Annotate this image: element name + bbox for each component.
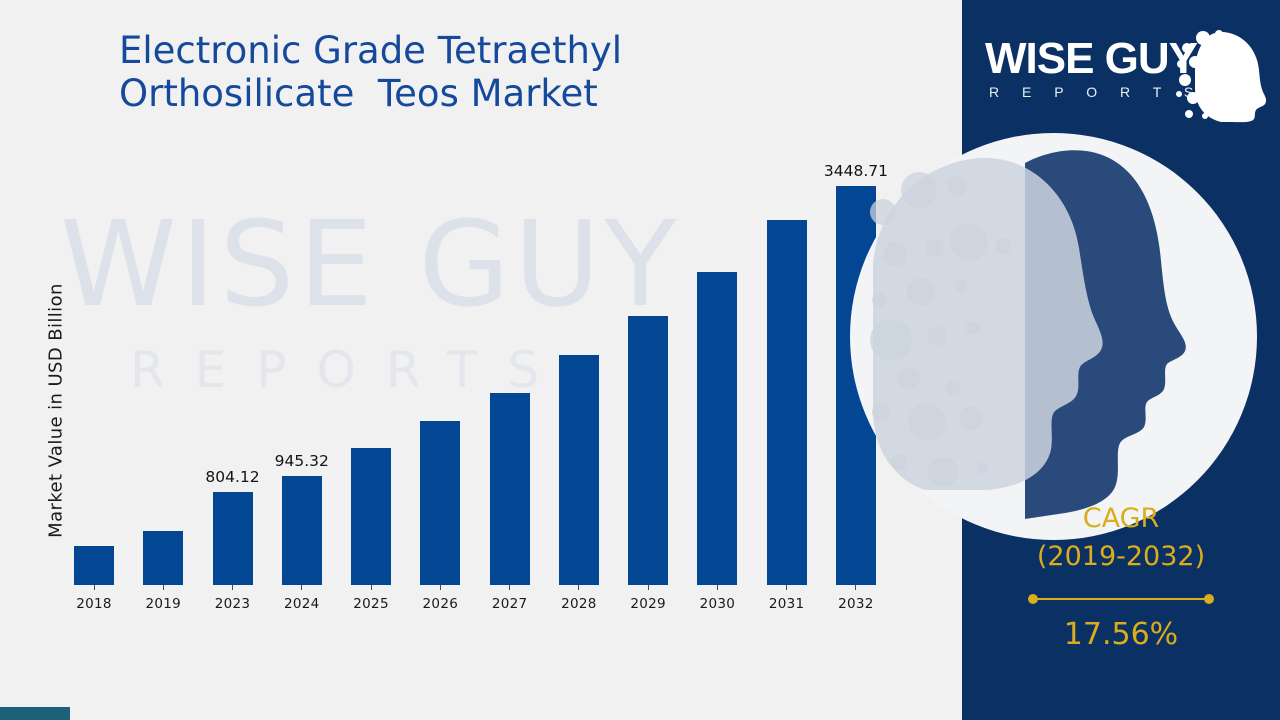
bar-value-label: 804.12	[205, 468, 260, 486]
tick-mark	[855, 585, 857, 590]
bar	[697, 272, 738, 585]
x-tick: 2032	[836, 585, 876, 619]
x-tick: 2031	[767, 585, 807, 619]
divider-dot-right	[1204, 594, 1214, 604]
x-tick: 2024	[282, 585, 322, 619]
divider-line	[1033, 598, 1209, 600]
tick-label: 2024	[284, 596, 320, 612]
x-tick: 2030	[697, 585, 737, 619]
tick-mark	[578, 585, 580, 590]
cagr-value: 17.56%	[1063, 617, 1179, 652]
bar-group	[697, 150, 738, 585]
cagr-label: CAGR	[1082, 503, 1160, 534]
dotted-head-pattern-icon	[870, 158, 1103, 490]
bar	[558, 355, 599, 585]
tick-mark	[647, 585, 649, 590]
tick-mark	[232, 585, 234, 590]
logo-head-icon	[1176, 30, 1267, 123]
bar-group	[558, 150, 599, 585]
tick-label: 2028	[561, 596, 597, 612]
tick-mark	[93, 585, 95, 590]
plot-area: 804.12 945.32 3448.71	[60, 150, 890, 585]
tick-label: 2025	[353, 596, 389, 612]
bar-group	[489, 150, 530, 585]
tick-mark	[370, 585, 372, 590]
x-tick: 2023	[213, 585, 253, 619]
tick-label: 2027	[491, 596, 528, 612]
tick-label: 2030	[699, 596, 736, 612]
bar-value-label: 945.32	[274, 452, 329, 470]
chart-panel: WISE GUY REPORTS Electronic Grade Tetrae…	[0, 29, 890, 720]
bar	[74, 546, 114, 585]
tick-mark	[439, 585, 441, 590]
tick-label: 2029	[630, 596, 666, 612]
bar	[212, 492, 253, 585]
tick-label: 2032	[838, 596, 874, 612]
tick-label: 2031	[768, 596, 805, 612]
x-tick: 2028	[559, 585, 599, 619]
bar	[628, 316, 669, 585]
cagr-block: CAGR (2019-2032) 17.56%	[962, 500, 1280, 690]
tick-mark	[301, 585, 303, 590]
bar-group	[351, 150, 392, 585]
x-axis-ticks: 2018 2019 2023 2024 2025 2026 2027 2028 2029 2030…	[60, 585, 890, 619]
bar-group	[74, 150, 114, 585]
cagr-divider	[1028, 594, 1214, 604]
x-tick: 2025	[351, 585, 391, 619]
x-tick: 2029	[628, 585, 668, 619]
tick-label: 2019	[145, 596, 182, 612]
bar	[143, 531, 184, 585]
bar-group	[766, 150, 807, 585]
tick-mark	[716, 585, 718, 590]
bar-group	[143, 150, 184, 585]
bar	[766, 220, 807, 585]
x-tick: 2018	[74, 585, 114, 619]
tick-mark	[786, 585, 788, 590]
bar-group: 945.32	[275, 150, 329, 585]
page-title: Electronic Grade Tetraethyl Orthosilicat…	[119, 29, 623, 115]
bar-group	[420, 150, 461, 585]
bar-value-label: 3448.71	[823, 162, 888, 180]
x-tick: 2026	[420, 585, 460, 619]
tick-mark	[509, 585, 511, 590]
bar	[420, 421, 461, 585]
teal-accent-strip	[0, 707, 70, 720]
bar-group: 804.12	[205, 150, 260, 585]
tick-label: 2018	[76, 596, 112, 612]
bar	[281, 476, 322, 585]
brand-logo: WISE GUY R E P O R T S	[985, 28, 1267, 123]
logo-wordmark: WISE GUY	[985, 34, 1198, 83]
bars-row: 804.12 945.32 3448.71	[60, 150, 890, 585]
x-tick: 2027	[490, 585, 530, 619]
logo-subtitle: R E P O R T S	[989, 84, 1203, 100]
bar	[489, 393, 530, 585]
tick-label: 2026	[422, 596, 459, 612]
x-axis: 2018 2019 2023 2024 2025 2026 2027 2028 2029 2030…	[60, 585, 890, 619]
tick-mark	[162, 585, 164, 590]
bar-group	[628, 150, 669, 585]
tick-label: 2023	[214, 596, 251, 612]
cagr-range: (2019-2032)	[1036, 541, 1206, 572]
bar	[351, 448, 392, 585]
x-tick: 2019	[143, 585, 183, 619]
